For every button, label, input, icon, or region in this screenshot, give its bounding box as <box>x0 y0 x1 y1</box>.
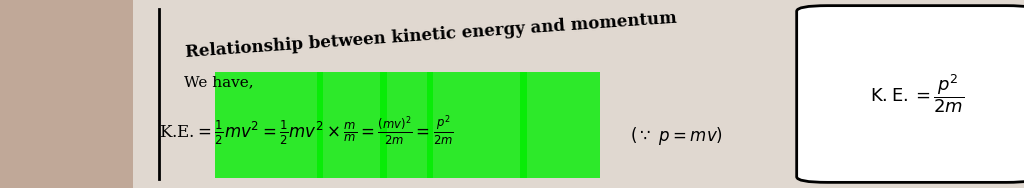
Text: $(\because\ p=mv)$: $(\because\ p=mv)$ <box>630 125 723 147</box>
Text: $\mathrm{K.E.}=\dfrac{p^2}{2m}$: $\mathrm{K.E.}=\dfrac{p^2}{2m}$ <box>870 73 965 115</box>
Text: K.E.$=\frac{1}{2}mv^2=\frac{1}{2}mv^2\times\frac{m}{m}=\frac{(mv)^2}{2m}=\frac{p: K.E.$=\frac{1}{2}mv^2=\frac{1}{2}mv^2\ti… <box>159 113 454 147</box>
Text: Relationship between kinetic energy and momentum: Relationship between kinetic energy and … <box>184 9 677 61</box>
FancyBboxPatch shape <box>520 72 600 178</box>
Text: $\therefore$: $\therefore$ <box>794 129 809 147</box>
FancyBboxPatch shape <box>797 6 1024 182</box>
FancyBboxPatch shape <box>133 0 1024 188</box>
Text: We have,: We have, <box>184 75 254 89</box>
FancyBboxPatch shape <box>380 72 433 178</box>
FancyBboxPatch shape <box>427 72 527 178</box>
FancyBboxPatch shape <box>317 72 387 178</box>
FancyBboxPatch shape <box>215 72 323 178</box>
